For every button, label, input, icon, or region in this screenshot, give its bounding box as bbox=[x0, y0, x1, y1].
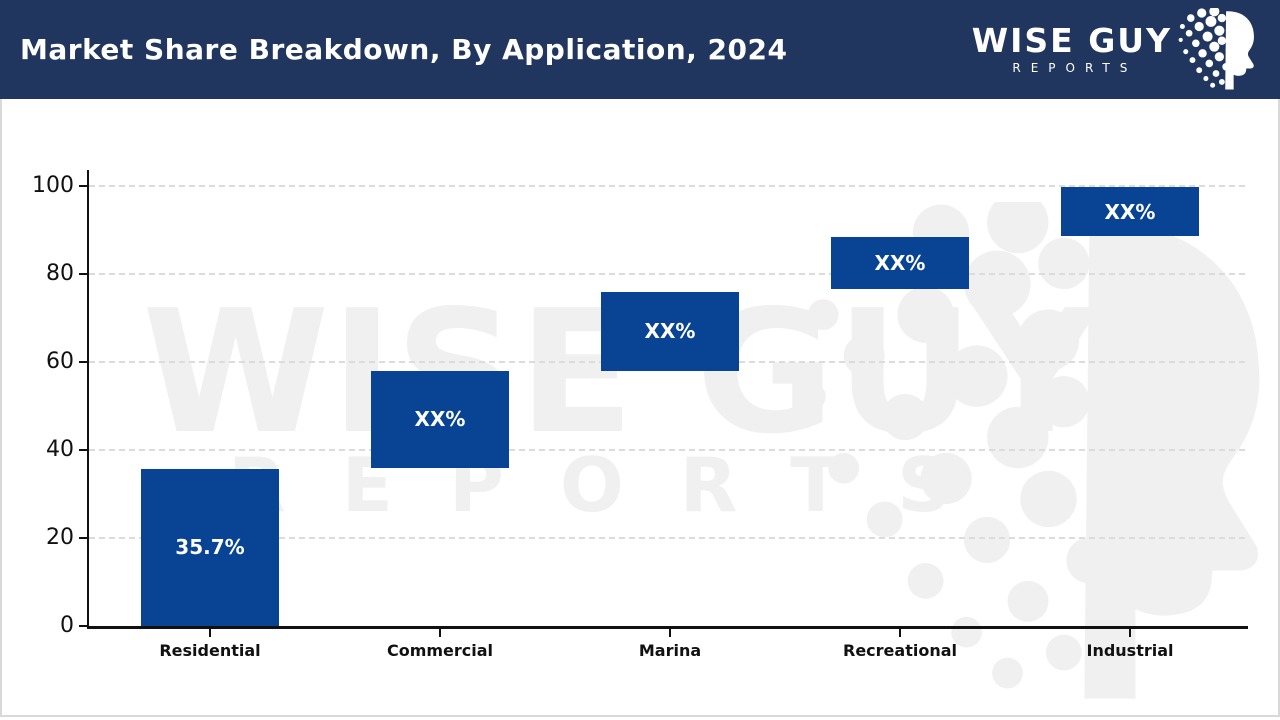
header-band: Market Share Breakdown, By Application, … bbox=[0, 0, 1280, 99]
brand-logo: WISE GUY REPORTS bbox=[972, 7, 1258, 92]
category-label: Residential bbox=[159, 641, 261, 660]
category-label: Commercial bbox=[386, 641, 494, 660]
y-gridline bbox=[89, 449, 1245, 451]
bar-value-label: XX% bbox=[874, 251, 926, 276]
category-label: Recreational bbox=[843, 641, 957, 660]
y-tick-label: 60 bbox=[46, 349, 74, 374]
y-tick-label: 40 bbox=[46, 437, 74, 462]
x-axis-line bbox=[87, 626, 1248, 629]
x-tick-mark bbox=[209, 629, 211, 637]
bar-value-label: XX% bbox=[1104, 199, 1156, 224]
category-label: Marina bbox=[638, 641, 702, 660]
bar: XX% bbox=[371, 370, 509, 469]
y-tick-label: 20 bbox=[46, 525, 74, 550]
frame-border-left bbox=[0, 99, 2, 717]
y-tick-label: 100 bbox=[32, 173, 74, 198]
bar-value-label: XX% bbox=[644, 319, 696, 344]
frame-border-right bbox=[1278, 99, 1280, 717]
y-tick-mark bbox=[79, 537, 87, 539]
y-gridline bbox=[89, 537, 1245, 539]
brand-subname: REPORTS bbox=[1012, 61, 1138, 75]
x-tick-mark bbox=[1129, 629, 1131, 637]
x-tick-mark bbox=[439, 629, 441, 637]
chart-title: Market Share Breakdown, By Application, … bbox=[20, 33, 788, 66]
category-label: Industrial bbox=[1086, 641, 1174, 660]
y-tick-mark bbox=[79, 625, 87, 627]
y-tick-mark bbox=[79, 361, 87, 363]
bar: 35.7% bbox=[141, 468, 279, 626]
y-gridline bbox=[89, 185, 1245, 187]
y-axis-line bbox=[87, 170, 89, 628]
brand-logo-text: WISE GUY REPORTS bbox=[972, 24, 1172, 75]
bar-value-label: 35.7% bbox=[175, 535, 245, 560]
y-tick-mark bbox=[79, 185, 87, 187]
y-tick-mark bbox=[79, 449, 87, 451]
y-tick-label: 0 bbox=[60, 613, 74, 638]
bar: XX% bbox=[1061, 186, 1199, 237]
bar-value-label: XX% bbox=[414, 407, 466, 432]
bar: XX% bbox=[831, 237, 969, 290]
y-gridline bbox=[89, 273, 1245, 275]
frame-border-bottom bbox=[0, 715, 1280, 717]
x-tick-mark bbox=[669, 629, 671, 637]
brand-name: WISE GUY bbox=[971, 21, 1172, 60]
bar: XX% bbox=[601, 291, 739, 371]
y-tick-label: 80 bbox=[46, 261, 74, 286]
y-tick-mark bbox=[79, 273, 87, 275]
x-tick-mark bbox=[899, 629, 901, 637]
brand-face-icon bbox=[1178, 7, 1254, 89]
